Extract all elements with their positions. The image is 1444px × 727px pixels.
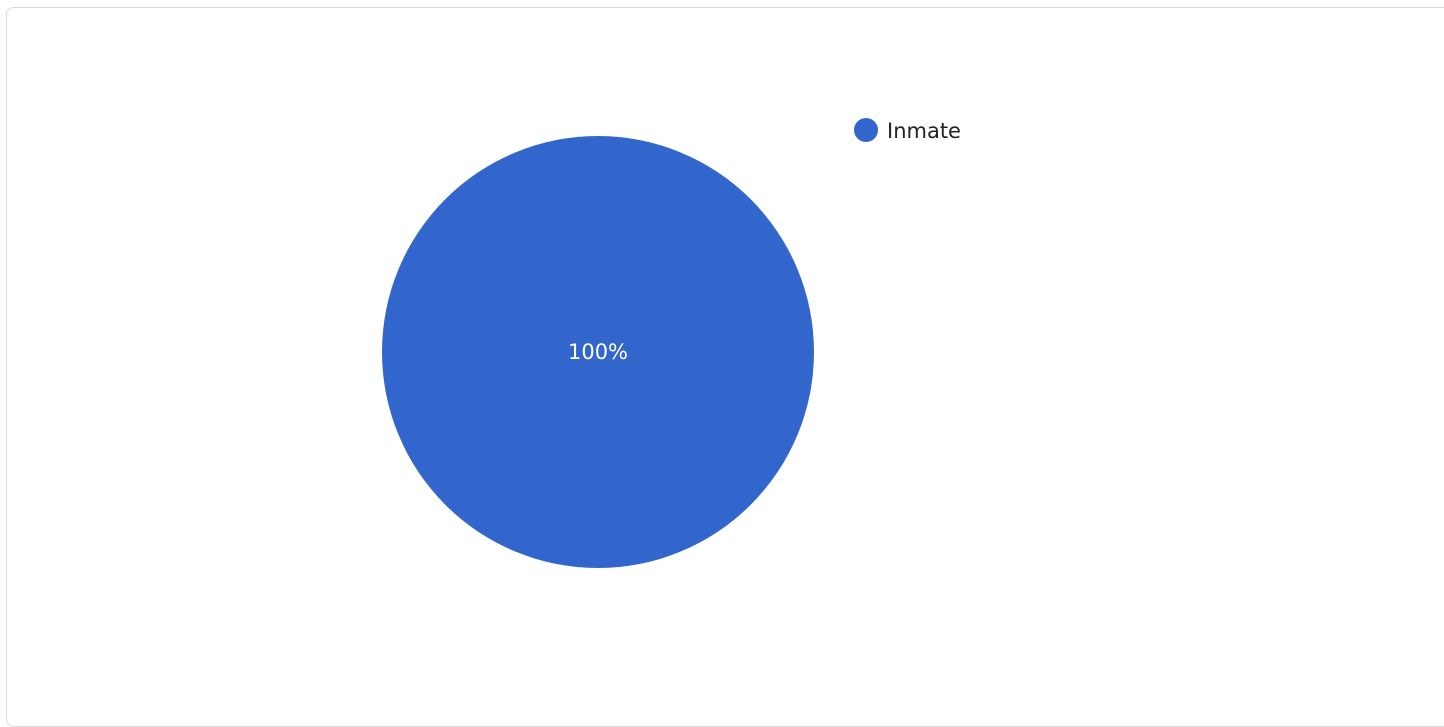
pie-slice-inmate[interactable]: [382, 136, 814, 568]
slice-percent-label: 100%: [568, 340, 628, 364]
pie-slices: [382, 136, 814, 568]
pie-chart: 100% Inmate: [382, 118, 961, 568]
legend-label: Inmate: [887, 119, 961, 143]
legend: Inmate: [854, 118, 961, 143]
pie-slice-labels: 100%: [568, 340, 628, 364]
legend-marker: [854, 118, 878, 142]
